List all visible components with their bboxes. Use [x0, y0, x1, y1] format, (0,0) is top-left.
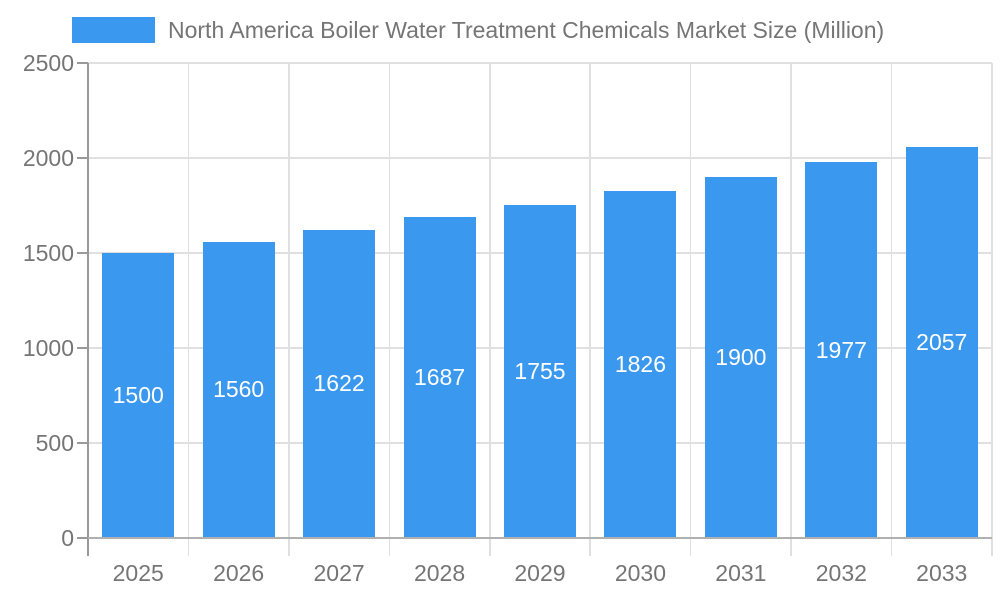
bar-2025[interactable]: 1500: [102, 253, 175, 538]
y-axis-tick: [77, 157, 88, 159]
y-axis-tick: [77, 252, 88, 254]
bar-2027[interactable]: 1622: [303, 229, 376, 538]
x-axis-tick: [991, 538, 993, 556]
legend-label: North America Boiler Water Treatment Che…: [168, 16, 885, 43]
bar-2028[interactable]: 1687: [403, 217, 476, 538]
x-axis-label: 2026: [213, 560, 265, 586]
legend-item[interactable]: North America Boiler Water Treatment Che…: [72, 15, 884, 45]
x-axis-label: 2032: [815, 560, 867, 586]
bar-2033[interactable]: 2057: [905, 147, 978, 538]
x-axis-label: 2025: [112, 560, 164, 586]
bar-value-label: 1977: [815, 336, 867, 363]
x-axis-tick: [589, 538, 591, 556]
x-gridline: [288, 63, 290, 538]
y-gridline: [88, 157, 992, 159]
x-axis-tick: [790, 538, 792, 556]
x-axis-label: 2027: [313, 560, 365, 586]
bar-2032[interactable]: 1977: [805, 162, 878, 538]
bar-value-label: 1826: [614, 351, 667, 378]
x-axis-tick: [288, 538, 290, 556]
y-axis-tick: [77, 442, 88, 444]
y-gridline: [88, 62, 992, 64]
x-axis-tick: [489, 538, 491, 556]
bar-value-label: 1500: [112, 382, 164, 408]
x-gridline: [991, 63, 993, 538]
x-axis-tick: [388, 538, 391, 556]
y-axis-label: 1500: [22, 240, 74, 266]
bar-value-label: 1755: [514, 357, 566, 384]
y-axis-tick: [77, 62, 88, 64]
x-gridline: [187, 63, 190, 538]
x-axis-line: [88, 536, 992, 540]
y-axis-line: [87, 63, 89, 556]
y-axis-label: 1000: [22, 335, 74, 361]
bar-2030[interactable]: 1826: [604, 191, 677, 538]
y-axis-label: 2000: [22, 145, 74, 171]
bar-value-label: 2057: [916, 329, 968, 356]
x-axis-tick: [890, 538, 893, 556]
y-axis-label: 2500: [22, 50, 74, 76]
bar-value-label: 1900: [715, 344, 767, 370]
bar-2026[interactable]: 1560: [202, 241, 275, 538]
bar-value-label: 1622: [313, 370, 365, 397]
bar-value-label: 1687: [413, 364, 466, 391]
bar-2031[interactable]: 1900: [704, 177, 777, 538]
x-gridline: [689, 63, 692, 538]
x-axis-tick: [689, 538, 692, 556]
x-gridline: [489, 63, 491, 538]
x-axis-tick: [187, 538, 190, 556]
x-axis-label: 2031: [715, 560, 767, 586]
x-axis-label: 2028: [413, 560, 466, 586]
x-axis-label: 2033: [916, 560, 968, 586]
x-gridline: [388, 63, 391, 538]
x-gridline: [890, 63, 893, 538]
x-gridline: [589, 63, 591, 538]
bar-2029[interactable]: 1755: [504, 204, 576, 538]
y-axis-tick: [77, 537, 88, 539]
x-axis-label: 2030: [614, 560, 667, 586]
y-axis-label: 500: [35, 430, 74, 456]
bar-value-label: 1560: [213, 376, 265, 403]
x-axis-label: 2029: [514, 560, 566, 586]
y-axis-label: 0: [61, 525, 74, 551]
legend-swatch: [72, 17, 155, 43]
y-axis-tick: [77, 347, 88, 349]
x-gridline: [790, 63, 792, 538]
